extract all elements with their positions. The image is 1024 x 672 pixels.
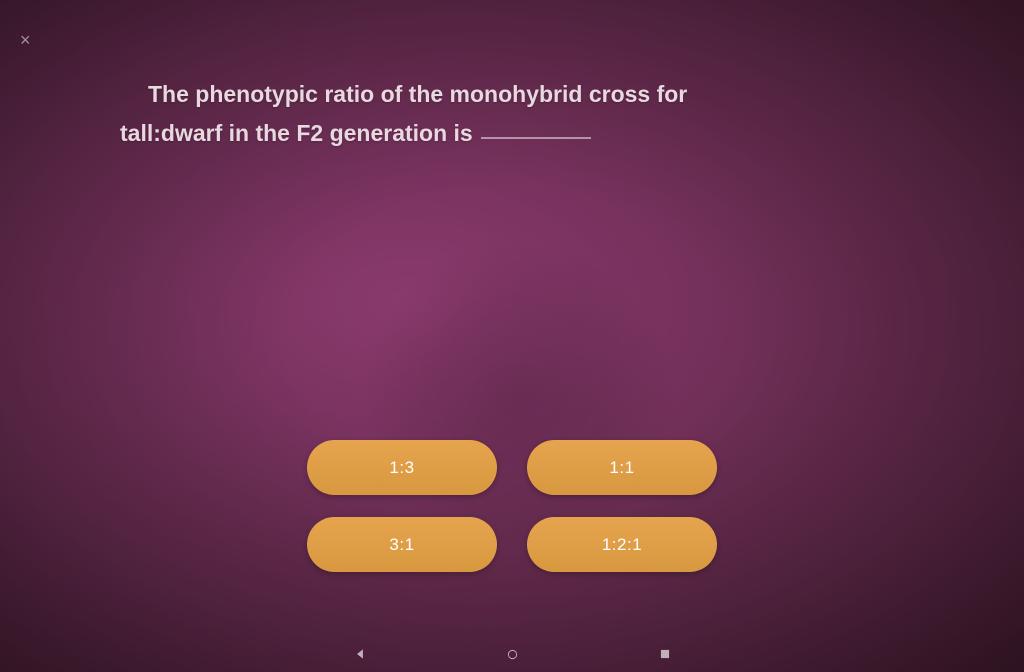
question-container: The phenotypic ratio of the monohybrid c…: [0, 75, 1024, 153]
option-label: 3:1: [389, 535, 414, 555]
close-icon: ×: [20, 30, 31, 50]
option-label: 1:1: [609, 458, 634, 478]
option-button-4[interactable]: 1:2:1: [527, 517, 717, 572]
nav-back-button[interactable]: [353, 647, 367, 661]
question-line-2: tall:dwarf in the F2 generation is: [120, 120, 473, 146]
option-button-3[interactable]: 3:1: [307, 517, 497, 572]
square-recent-icon: [658, 647, 672, 661]
option-label: 1:3: [389, 458, 414, 478]
blank-line: [481, 137, 591, 139]
close-button[interactable]: ×: [20, 30, 31, 51]
answer-options-grid: 1:3 1:1 3:1 1:2:1: [307, 440, 717, 572]
option-button-1[interactable]: 1:3: [307, 440, 497, 495]
question-line-1: The phenotypic ratio of the monohybrid c…: [148, 81, 687, 107]
option-label: 1:2:1: [602, 535, 642, 555]
circle-home-icon: [507, 649, 518, 660]
option-button-2[interactable]: 1:1: [527, 440, 717, 495]
triangle-back-icon: [353, 647, 367, 661]
question-text: The phenotypic ratio of the monohybrid c…: [120, 75, 904, 153]
nav-home-button[interactable]: [507, 649, 518, 660]
nav-recent-button[interactable]: [658, 647, 672, 661]
android-nav-bar: [0, 636, 1024, 672]
